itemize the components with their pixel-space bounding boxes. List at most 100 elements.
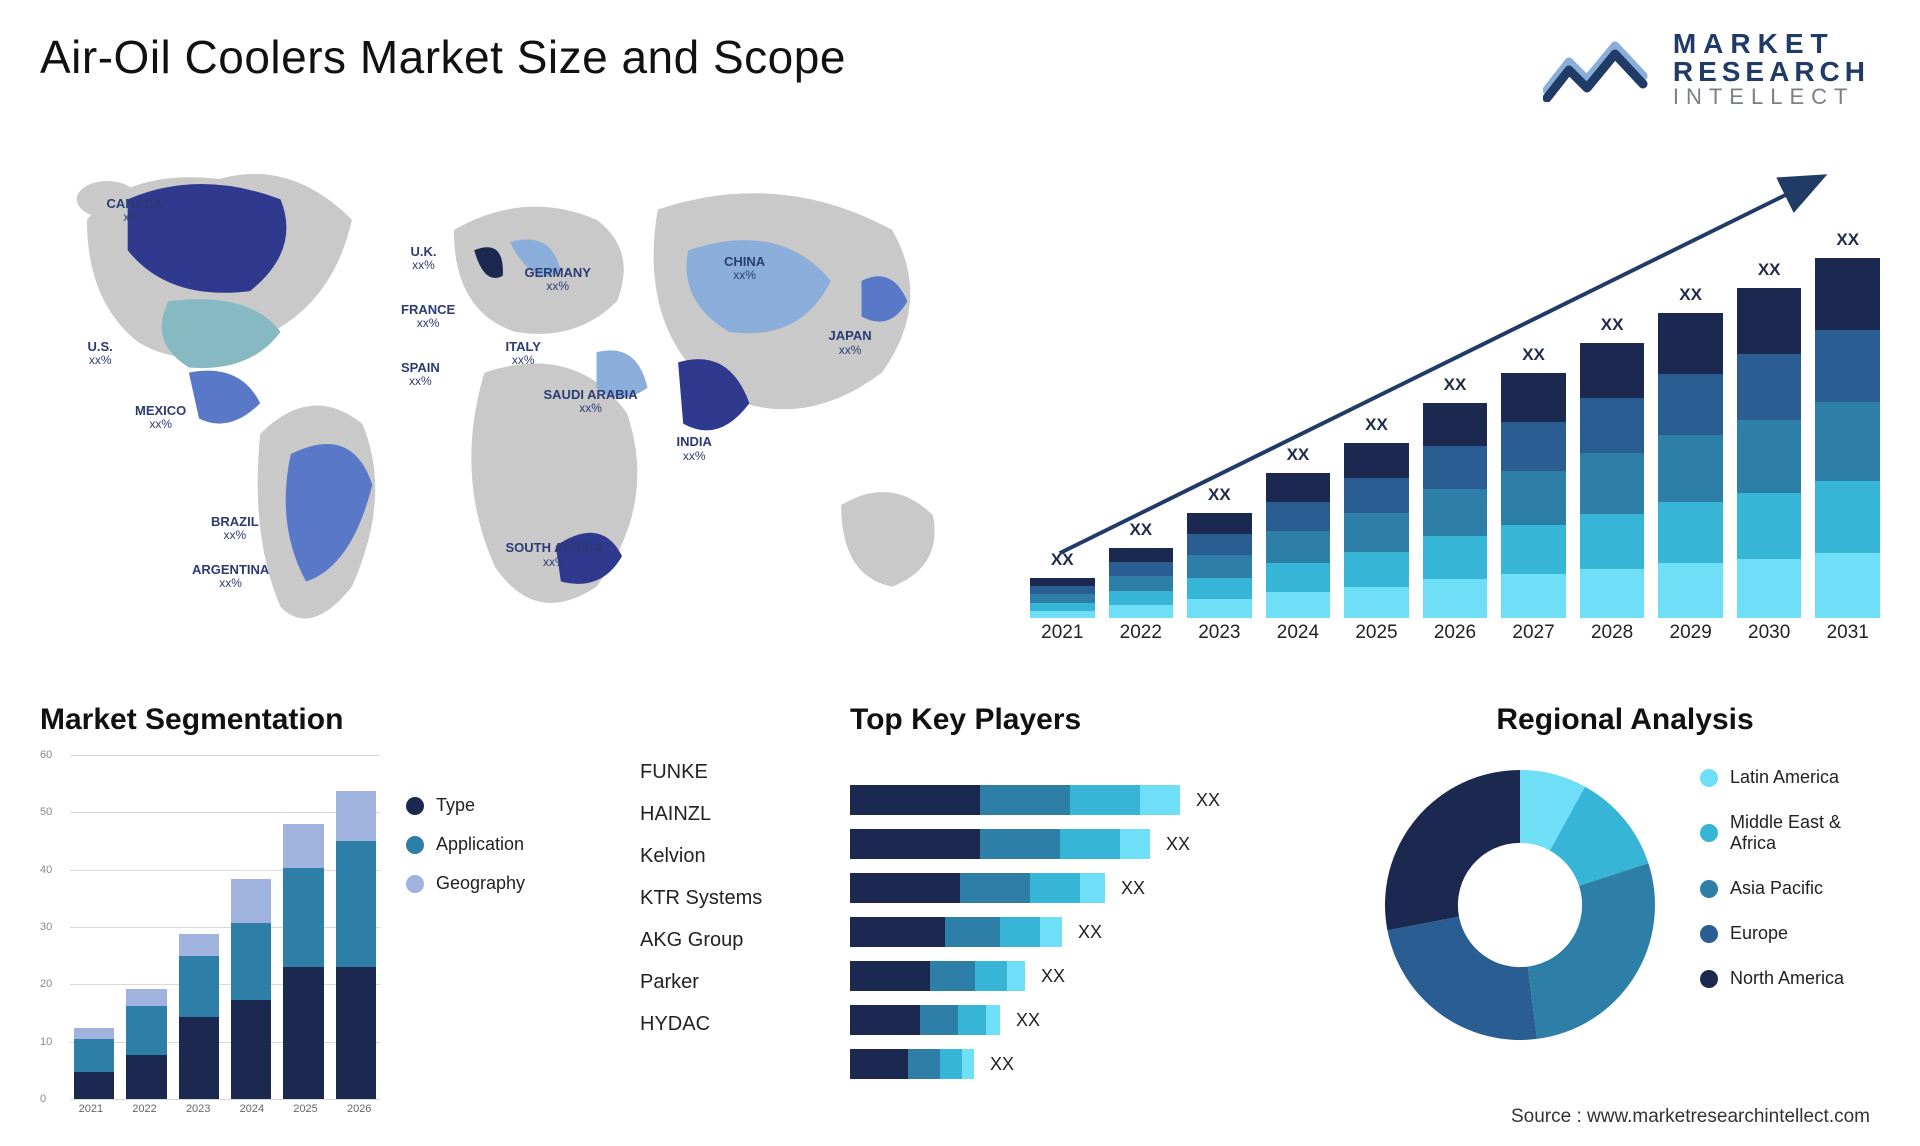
seg-ytick: 0	[40, 1093, 46, 1105]
legend-swatch-icon	[406, 836, 424, 854]
player-value: XX	[1078, 922, 1102, 943]
regional-panel: Regional Analysis Latin America Middle Ea…	[1370, 703, 1880, 1123]
seg-year-label: 2021	[70, 1103, 112, 1123]
growth-bar-annotation: XX	[1129, 520, 1152, 540]
growth-bar-annotation: XX	[1365, 415, 1388, 435]
world-map-icon	[40, 128, 990, 658]
country-label: GERMANYxx%	[525, 266, 591, 293]
growth-bar-annotation: XX	[1051, 550, 1074, 570]
legend-swatch-icon	[406, 875, 424, 893]
growth-bar-annotation: XX	[1208, 485, 1231, 505]
seg-ytick: 60	[40, 749, 52, 761]
seg-ytick: 30	[40, 921, 52, 933]
growth-bar: XX	[1658, 285, 1723, 618]
growth-year-label: 2021	[1030, 622, 1095, 658]
growth-bar: XX	[1344, 415, 1409, 618]
country-label: U.K.xx%	[411, 245, 437, 272]
growth-year-label: 2024	[1266, 622, 1331, 658]
segmentation-title: Market Segmentation	[40, 703, 600, 737]
company-name: HAINZL	[640, 803, 810, 826]
logo-text-2: RESEARCH	[1673, 58, 1870, 86]
player-value: XX	[1121, 878, 1145, 899]
growth-year-label: 2028	[1580, 622, 1645, 658]
country-label: SOUTH AFRICAxx%	[506, 541, 604, 568]
growth-bar: XX	[1030, 550, 1095, 618]
growth-bar: XX	[1109, 520, 1174, 618]
seg-bar	[231, 879, 271, 1099]
seg-ytick: 40	[40, 864, 52, 876]
growth-bar: XX	[1737, 260, 1802, 618]
legend-swatch-icon	[1700, 925, 1718, 943]
seg-year-label: 2023	[177, 1103, 219, 1123]
logo-text-1: MARKET	[1673, 30, 1870, 58]
legend-label: North America	[1730, 968, 1844, 989]
donut-slice	[1528, 863, 1655, 1039]
legend-swatch-icon	[1700, 880, 1718, 898]
player-value: XX	[1016, 1010, 1040, 1031]
segmentation-panel: Market Segmentation 0102030405060 202120…	[40, 703, 600, 1123]
companies-list: FUNKEHAINZLKelvionKTR SystemsAKG GroupPa…	[640, 703, 810, 1123]
country-label: FRANCExx%	[401, 303, 455, 330]
growth-bar-annotation: XX	[1679, 285, 1702, 305]
growth-year-label: 2031	[1815, 622, 1880, 658]
player-value: XX	[1166, 834, 1190, 855]
growth-bar: XX	[1187, 485, 1252, 618]
seg-ytick: 20	[40, 978, 52, 990]
players-title: Top Key Players	[850, 703, 1330, 737]
growth-year-label: 2030	[1737, 622, 1802, 658]
player-bar: XX	[850, 917, 1330, 947]
world-map-panel: CANADAxx%U.S.xx%MEXICOxx%BRAZILxx%ARGENT…	[40, 128, 990, 658]
seg-year-label: 2022	[124, 1103, 166, 1123]
country-label: CANADAxx%	[107, 197, 163, 224]
legend-item: Latin America	[1700, 767, 1880, 788]
seg-bar	[126, 989, 166, 1099]
regional-title: Regional Analysis	[1370, 703, 1880, 737]
growth-chart-panel: XXXXXXXXXXXXXXXXXXXXXX 20212022202320242…	[1010, 128, 1880, 658]
logo-text-3: INTELLECT	[1673, 86, 1870, 108]
growth-year-label: 2027	[1501, 622, 1566, 658]
seg-year-label: 2025	[285, 1103, 327, 1123]
player-bar: XX	[850, 785, 1330, 815]
legend-item: North America	[1700, 968, 1880, 989]
company-name: KTR Systems	[640, 887, 810, 910]
growth-bar-annotation: XX	[1601, 315, 1624, 335]
legend-swatch-icon	[1700, 824, 1718, 842]
segmentation-legend: TypeApplicationGeography	[406, 755, 525, 1123]
growth-bar: XX	[1423, 375, 1488, 618]
growth-bar-annotation: XX	[1836, 230, 1859, 250]
growth-year-label: 2029	[1658, 622, 1723, 658]
players-panel: Top Key Players XX XX XX XX XX XX XX	[850, 703, 1330, 1123]
player-bar: XX	[850, 873, 1330, 903]
country-label: ITALYxx%	[506, 340, 541, 367]
player-bar: XX	[850, 1005, 1330, 1035]
growth-bar-annotation: XX	[1444, 375, 1467, 395]
player-value: XX	[1041, 966, 1065, 987]
legend-swatch-icon	[1700, 769, 1718, 787]
legend-item: Type	[406, 795, 525, 816]
legend-item: Application	[406, 834, 525, 855]
seg-year-label: 2024	[231, 1103, 273, 1123]
seg-bar	[283, 824, 323, 1099]
growth-bar: XX	[1501, 345, 1566, 618]
growth-year-label: 2025	[1344, 622, 1409, 658]
company-name: HYDAC	[640, 1013, 810, 1036]
regional-legend: Latin America Middle East & Africa Asia Pa…	[1700, 755, 1880, 989]
seg-year-label: 2026	[338, 1103, 380, 1123]
seg-ytick: 10	[40, 1036, 52, 1048]
country-label: ARGENTINAxx%	[192, 563, 269, 590]
legend-label: Middle East & Africa	[1730, 812, 1880, 854]
seg-bar	[336, 791, 376, 1099]
legend-label: Asia Pacific	[1730, 878, 1823, 899]
country-label: U.S.xx%	[88, 340, 113, 367]
country-label: JAPANxx%	[829, 329, 872, 356]
company-name: FUNKE	[640, 761, 810, 784]
growth-year-label: 2026	[1423, 622, 1488, 658]
player-value: XX	[990, 1054, 1014, 1075]
legend-label: Type	[436, 795, 475, 816]
legend-label: Latin America	[1730, 767, 1839, 788]
growth-bar: XX	[1580, 315, 1645, 618]
donut-slice	[1387, 917, 1537, 1040]
player-bar: XX	[850, 961, 1330, 991]
country-label: MEXICOxx%	[135, 404, 186, 431]
growth-year-label: 2023	[1187, 622, 1252, 658]
